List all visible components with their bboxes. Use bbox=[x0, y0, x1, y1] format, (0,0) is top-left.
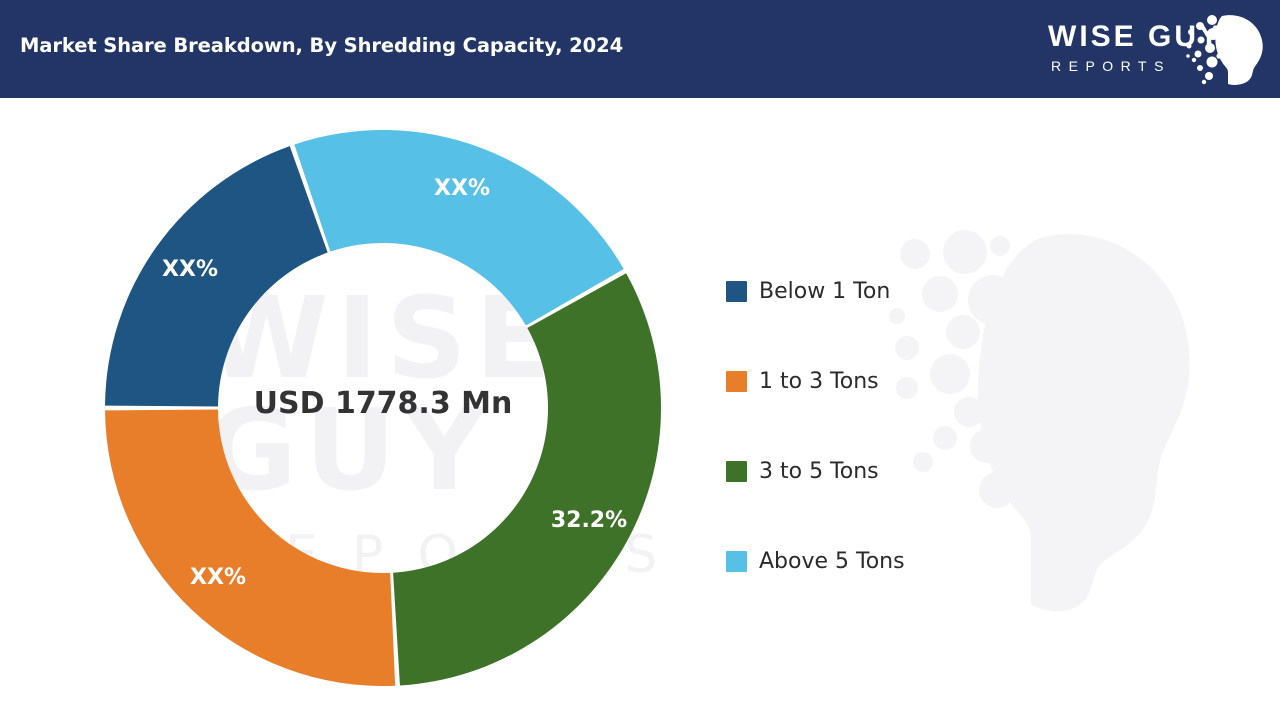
legend-item-label: 1 to 3 Tons bbox=[759, 368, 879, 394]
legend-item-above-5-tons[interactable]: Above 5 Tons bbox=[726, 516, 1026, 606]
page-title: Market Share Breakdown, By Shredding Cap… bbox=[20, 34, 624, 57]
donut-slice-group bbox=[105, 130, 661, 687]
legend-item-below-1-ton[interactable]: Below 1 Ton bbox=[726, 246, 1026, 336]
brand-logo: WISE GUY REPORTS bbox=[1042, 4, 1274, 94]
dotted-head-profile-icon bbox=[1186, 15, 1263, 85]
chart-legend: Below 1 Ton 1 to 3 Tons 3 to 5 Tons Abov… bbox=[726, 246, 1026, 606]
donut-center-value: USD 1778.3 Mn bbox=[253, 386, 513, 421]
legend-item-label: Above 5 Tons bbox=[759, 548, 905, 574]
donut-slice-label: XX% bbox=[162, 257, 218, 282]
legend-swatch-icon bbox=[726, 280, 747, 302]
donut-slice[interactable] bbox=[294, 130, 624, 326]
legend-item-3-to-5-tons[interactable]: 3 to 5 Tons bbox=[726, 426, 1026, 516]
donut-chart: XX% XX% 32.2% XX% bbox=[105, 130, 661, 687]
donut-slice-label: 32.2% bbox=[551, 508, 627, 533]
donut-slice-label: XX% bbox=[434, 176, 490, 201]
legend-item-label: 3 to 5 Tons bbox=[759, 458, 879, 484]
legend-item-1-to-3-tons[interactable]: 1 to 3 Tons bbox=[726, 336, 1026, 426]
legend-swatch-icon bbox=[726, 460, 747, 482]
chart-body: WISE GUY REPORTS bbox=[0, 98, 1280, 720]
legend-swatch-icon bbox=[726, 370, 747, 392]
legend-item-label: Below 1 Ton bbox=[759, 278, 891, 304]
logo-subword: REPORTS bbox=[1051, 58, 1171, 74]
header-bar: Market Share Breakdown, By Shredding Cap… bbox=[0, 0, 1280, 98]
donut-slice-label-group: XX% XX% 32.2% XX% bbox=[162, 176, 627, 590]
legend-swatch-icon bbox=[726, 550, 747, 572]
donut-slice[interactable] bbox=[105, 146, 328, 407]
donut-slice-label: XX% bbox=[190, 565, 246, 590]
donut-slice[interactable] bbox=[105, 409, 396, 687]
donut-slice[interactable] bbox=[393, 273, 661, 686]
